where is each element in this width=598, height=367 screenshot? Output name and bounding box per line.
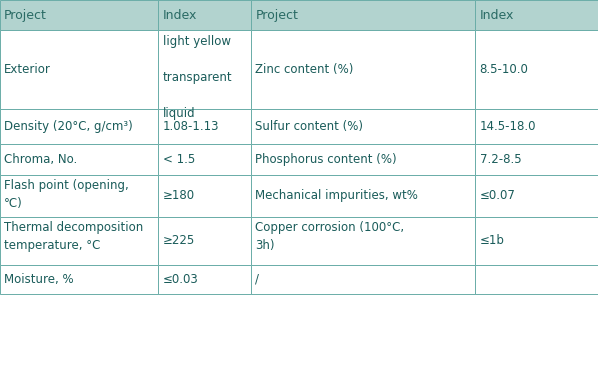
Bar: [158, 30, 251, 109]
Bar: [158, 144, 251, 175]
Text: ≥180: ≥180: [163, 189, 195, 202]
Text: Flash point (opening,
°C): Flash point (opening, °C): [4, 179, 129, 210]
Text: Mechanical impurities, wt%: Mechanical impurities, wt%: [255, 189, 418, 202]
Text: ≤0.03: ≤0.03: [163, 273, 199, 286]
Bar: [475, 175, 598, 217]
Text: light yellow

transparent

liquid: light yellow transparent liquid: [163, 35, 232, 120]
Text: ≤1b: ≤1b: [480, 234, 505, 247]
Bar: [475, 144, 598, 175]
Bar: [0, 0, 158, 30]
Bar: [251, 265, 475, 294]
Bar: [251, 0, 475, 30]
Bar: [0, 109, 158, 144]
Bar: [475, 109, 598, 144]
Text: Exterior: Exterior: [4, 63, 51, 76]
Bar: [0, 175, 158, 217]
Bar: [158, 109, 251, 144]
Text: Index: Index: [163, 9, 197, 22]
Text: Density (20°C, g/cm³): Density (20°C, g/cm³): [4, 120, 133, 133]
Text: Index: Index: [480, 9, 514, 22]
Bar: [251, 217, 475, 265]
Bar: [251, 109, 475, 144]
Text: 8.5-10.0: 8.5-10.0: [480, 63, 529, 76]
Text: Sulfur content (%): Sulfur content (%): [255, 120, 364, 133]
Text: ≤0.07: ≤0.07: [480, 189, 515, 202]
Bar: [0, 144, 158, 175]
Bar: [0, 265, 158, 294]
Text: < 1.5: < 1.5: [163, 153, 195, 166]
Bar: [475, 217, 598, 265]
Text: Chroma, No.: Chroma, No.: [4, 153, 77, 166]
Text: /: /: [255, 273, 260, 286]
Bar: [475, 265, 598, 294]
Bar: [251, 144, 475, 175]
Bar: [475, 0, 598, 30]
Bar: [158, 217, 251, 265]
Bar: [251, 30, 475, 109]
Text: 14.5-18.0: 14.5-18.0: [480, 120, 536, 133]
Bar: [158, 175, 251, 217]
Text: Moisture, %: Moisture, %: [4, 273, 74, 286]
Text: Zinc content (%): Zinc content (%): [255, 63, 354, 76]
Text: Phosphorus content (%): Phosphorus content (%): [255, 153, 397, 166]
Text: Copper corrosion (100°C,
3h): Copper corrosion (100°C, 3h): [255, 221, 404, 252]
Bar: [0, 217, 158, 265]
Text: Project: Project: [4, 9, 47, 22]
Bar: [251, 175, 475, 217]
Text: ≥225: ≥225: [163, 234, 195, 247]
Text: Thermal decomposition
temperature, °C: Thermal decomposition temperature, °C: [4, 221, 144, 252]
Bar: [475, 30, 598, 109]
Text: 1.08-1.13: 1.08-1.13: [163, 120, 219, 133]
Text: 7.2-8.5: 7.2-8.5: [480, 153, 521, 166]
Bar: [158, 0, 251, 30]
Bar: [158, 265, 251, 294]
Bar: [0, 30, 158, 109]
Text: Project: Project: [255, 9, 298, 22]
